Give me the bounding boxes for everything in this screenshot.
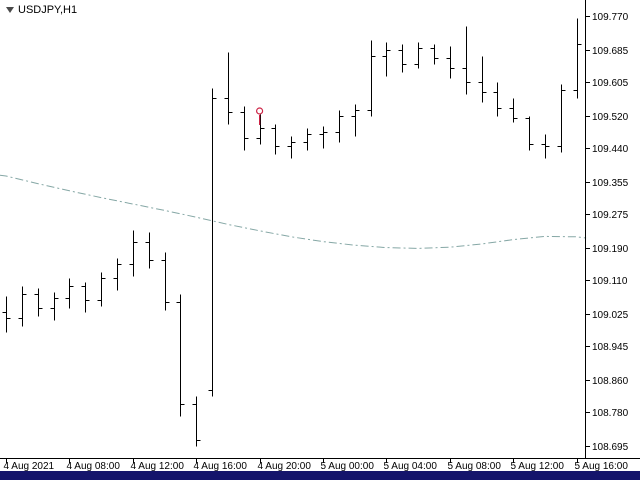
ohlc-bar: [18, 286, 27, 327]
ohlc-bar: [493, 82, 502, 117]
time-axis-label[interactable]: 4 Aug 08:00: [67, 461, 121, 472]
ohlc-bar: [145, 232, 154, 269]
ohlc-bar: [541, 134, 550, 159]
ohlc-bar: [335, 110, 344, 143]
time-axis-label[interactable]: 4 Aug 16:00: [194, 461, 248, 472]
ohlc-bar: [478, 56, 487, 103]
ohlc-bar: [287, 136, 296, 159]
ohlc-bar: [129, 230, 138, 277]
ohlc-bar: [34, 288, 43, 317]
ohlc-bar: [50, 292, 59, 321]
price-axis-label[interactable]: 109.520: [592, 112, 629, 123]
price-axis-label[interactable]: 109.355: [592, 178, 629, 189]
time-axis-label[interactable]: 4 Aug 20:00: [258, 461, 312, 472]
chart-symbol-icon: [6, 7, 14, 13]
price-axis-label[interactable]: 108.945: [592, 342, 629, 353]
ohlc-bar: [509, 98, 518, 123]
ohlc-bar: [81, 282, 90, 313]
time-axis-label[interactable]: 5 Aug 04:00: [384, 461, 438, 472]
ohlc-bar: [446, 46, 455, 79]
ohlc-bar: [462, 26, 471, 95]
ohlc-bar: [414, 42, 423, 69]
ohlc-bar: [65, 278, 74, 309]
ohlc-bar: [430, 44, 439, 65]
ohlc-bar: [382, 42, 391, 77]
price-axis-label[interactable]: 108.860: [592, 376, 629, 387]
ohlc-bar: [303, 128, 312, 151]
ohlc-bar: [557, 84, 566, 153]
price-axis-label[interactable]: 109.025: [592, 310, 629, 321]
time-axis-label[interactable]: 4 Aug 2021: [4, 461, 55, 472]
ohlc-bar: [319, 126, 328, 149]
trade-marker-icon: [256, 107, 264, 125]
ohlc-bar: [367, 40, 376, 117]
ohlc-bar: [240, 106, 249, 151]
ohlc-bar: [192, 396, 201, 447]
time-axis-label[interactable]: 4 Aug 12:00: [131, 461, 185, 472]
time-axis-label[interactable]: 5 Aug 00:00: [321, 461, 375, 472]
time-axis-label[interactable]: 5 Aug 16:00: [575, 461, 629, 472]
ohlc-bar: [224, 52, 233, 125]
ohlc-bar: [525, 116, 534, 151]
ohlc-bar: [398, 44, 407, 73]
price-axis-label[interactable]: 108.695: [592, 442, 629, 453]
ohlc-bar: [208, 88, 217, 397]
ohlc-bar: [97, 272, 106, 307]
ohlc-bar: [573, 18, 582, 99]
symbol-timeframe-label: USDJPY,H1: [6, 4, 77, 16]
ohlc-bar: [271, 124, 280, 155]
ohlc-bar: [176, 294, 185, 417]
price-axis-label[interactable]: 109.275: [592, 210, 629, 221]
ohlc-bar: [256, 114, 265, 145]
taskbar-strip: [0, 471, 640, 480]
price-axis-label[interactable]: 109.770: [592, 12, 629, 23]
price-axis-label[interactable]: 108.780: [592, 408, 629, 419]
ohlc-bar: [161, 252, 170, 311]
price-axis-label[interactable]: 109.440: [592, 144, 629, 155]
symbol-timeframe-text: USDJPY,H1: [18, 4, 78, 16]
price-axis-label[interactable]: 109.110: [592, 276, 628, 287]
ohlc-bar: [2, 296, 11, 333]
ohlc-bar: [351, 104, 360, 137]
price-axis-label[interactable]: 109.190: [592, 244, 629, 255]
price-axis-label[interactable]: 109.605: [592, 78, 629, 89]
time-axis-label[interactable]: 5 Aug 08:00: [448, 461, 502, 472]
price-axis-label[interactable]: 109.685: [592, 46, 629, 57]
ohlc-bar: [113, 258, 122, 291]
moving-average-line: [0, 174, 587, 249]
time-axis-label[interactable]: 5 Aug 12:00: [511, 461, 565, 472]
